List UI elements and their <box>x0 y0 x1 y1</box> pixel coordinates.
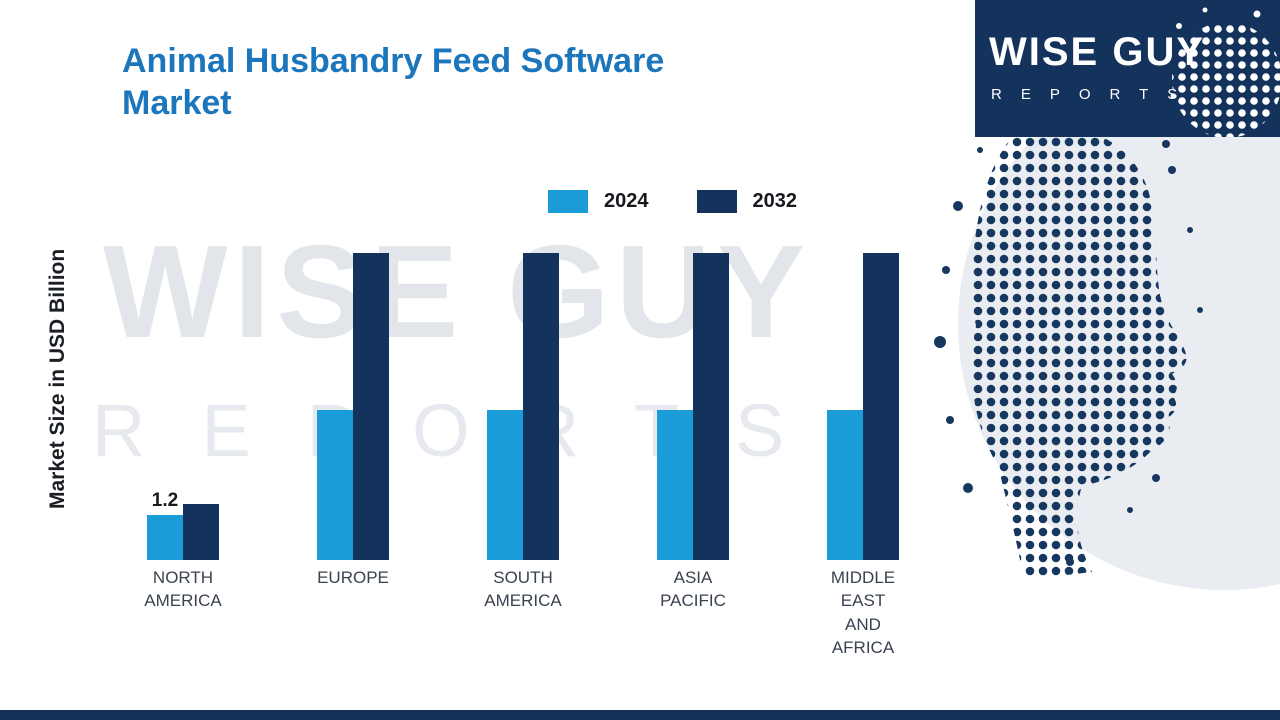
bar-2032-europe <box>353 252 389 560</box>
bar-2024-middle-east-and-africa <box>827 410 863 560</box>
bar-2024-europe <box>317 410 353 560</box>
bar-2024-south-america <box>487 410 523 560</box>
category-label-north-america: NORTH AMERICA <box>144 568 222 611</box>
bar-group-north-america: 1.2 <box>147 490 219 560</box>
logo-subtitle: REPORTS <box>991 86 1197 103</box>
bar-group-south-america <box>487 252 559 560</box>
bar-2032-south-america <box>523 252 559 560</box>
watermark-line1: WISE GUY <box>103 218 812 365</box>
legend-swatch-2032 <box>696 190 737 213</box>
category-label-asia-pacific: ASIA PACIFIC <box>660 568 726 611</box>
legend-label: 2032 <box>752 190 798 212</box>
bar-2032-middle-east-and-africa <box>863 252 899 560</box>
bar-group-europe <box>317 252 389 560</box>
bar-wrap <box>317 410 353 560</box>
legend-label: 2024 <box>604 190 649 212</box>
bar-2024-north-america <box>147 515 183 560</box>
bar-group-asia-pacific <box>657 252 729 560</box>
y-axis-label: Market Size in USD Billion <box>46 248 69 510</box>
page-title: Animal Husbandry Feed Software Market <box>122 42 665 123</box>
bar-2024-asia-pacific <box>657 410 693 560</box>
bar-wrap <box>827 410 863 560</box>
bar-wrap <box>523 252 559 560</box>
bar-2032-north-america <box>183 503 219 560</box>
wiseguy-logo-banner: WISE GUY REPORTS <box>975 0 1280 137</box>
bar-2032-asia-pacific <box>693 252 729 560</box>
bar-group-middle-east-and-africa <box>827 252 899 560</box>
bar-wrap <box>487 410 523 560</box>
bar-wrap <box>183 503 219 560</box>
legend-swatch-2024 <box>548 190 588 213</box>
category-label-europe: EUROPE <box>317 568 389 587</box>
category-label-south-america: SOUTH AMERICA <box>484 568 562 611</box>
bar-wrap <box>863 252 899 560</box>
footer-bar <box>0 710 1280 720</box>
chart-legend: 2024 2032 <box>548 190 797 213</box>
bar-wrap <box>693 252 729 560</box>
logo-wordmark: WISE GUY <box>989 30 1206 74</box>
plot-area: 1.2 <box>130 250 920 560</box>
logo-dots-graphic <box>1170 7 1280 137</box>
bar-value-label: 1.2 <box>151 490 179 511</box>
category-labels: NORTH AMERICA EUROPE SOUTH AMERICA ASIA PAC… <box>130 566 920 676</box>
legend-item-2024: 2024 <box>548 190 649 213</box>
bar-wrap <box>657 410 693 560</box>
bar-wrap <box>353 252 389 560</box>
legend-item-2032: 2032 <box>696 190 798 213</box>
wiseguy-face-graphic <box>934 113 1203 581</box>
category-label-middle-east-and-africa: MIDDLE EAST AND AFRICA <box>830 568 896 658</box>
bar-wrap: 1.2 <box>147 490 183 560</box>
